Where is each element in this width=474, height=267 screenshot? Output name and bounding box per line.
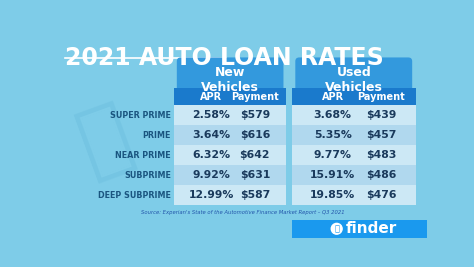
FancyBboxPatch shape <box>295 57 412 99</box>
FancyBboxPatch shape <box>174 88 286 105</box>
Text: SUBPRIME: SUBPRIME <box>124 171 171 180</box>
FancyBboxPatch shape <box>292 145 416 165</box>
Text: 🔑: 🔑 <box>68 93 143 186</box>
Text: $483: $483 <box>366 150 396 160</box>
Circle shape <box>331 223 342 234</box>
Text: 3.68%: 3.68% <box>314 110 352 120</box>
Text: 3.64%: 3.64% <box>192 130 230 140</box>
FancyBboxPatch shape <box>292 165 416 185</box>
Text: DEEP SUBPRIME: DEEP SUBPRIME <box>98 191 171 200</box>
Text: ⌕: ⌕ <box>334 224 339 233</box>
Text: Payment: Payment <box>231 92 279 102</box>
Text: $486: $486 <box>366 170 396 180</box>
FancyBboxPatch shape <box>292 105 416 125</box>
Text: $457: $457 <box>366 130 396 140</box>
Text: $587: $587 <box>240 190 270 200</box>
Text: finder: finder <box>346 221 397 236</box>
Text: Payment: Payment <box>357 92 405 102</box>
FancyBboxPatch shape <box>292 185 416 205</box>
Text: $631: $631 <box>240 170 270 180</box>
Text: $616: $616 <box>240 130 270 140</box>
Text: 2.58%: 2.58% <box>192 110 230 120</box>
Text: APR: APR <box>321 92 344 102</box>
FancyBboxPatch shape <box>177 57 283 99</box>
FancyBboxPatch shape <box>174 165 286 185</box>
Text: PRIME: PRIME <box>143 131 171 140</box>
FancyBboxPatch shape <box>292 125 416 145</box>
Text: 19.85%: 19.85% <box>310 190 356 200</box>
Text: 6.32%: 6.32% <box>192 150 230 160</box>
Text: 5.35%: 5.35% <box>314 130 352 140</box>
FancyBboxPatch shape <box>292 88 416 105</box>
Text: NEAR PRIME: NEAR PRIME <box>115 151 171 160</box>
FancyBboxPatch shape <box>174 185 286 205</box>
Text: $476: $476 <box>366 190 396 200</box>
FancyBboxPatch shape <box>292 220 427 238</box>
Text: New
Vehicles: New Vehicles <box>201 65 259 94</box>
Text: 9.77%: 9.77% <box>314 150 352 160</box>
Text: $439: $439 <box>366 110 396 120</box>
Text: $579: $579 <box>240 110 270 120</box>
Text: SUPER PRIME: SUPER PRIME <box>110 111 171 120</box>
Text: 12.99%: 12.99% <box>188 190 234 200</box>
FancyBboxPatch shape <box>174 125 286 145</box>
FancyBboxPatch shape <box>174 145 286 165</box>
Text: Used
Vehicles: Used Vehicles <box>325 65 383 94</box>
Text: 9.92%: 9.92% <box>192 170 230 180</box>
Text: 15.91%: 15.91% <box>310 170 356 180</box>
Text: APR: APR <box>200 92 222 102</box>
Text: Source: Experian's State of the Automotive Finance Market Report – Q3 2021: Source: Experian's State of the Automoti… <box>141 210 345 215</box>
Text: $642: $642 <box>240 150 270 160</box>
FancyBboxPatch shape <box>174 105 286 125</box>
Text: 2021 AUTO LOAN RATES: 2021 AUTO LOAN RATES <box>65 46 384 70</box>
